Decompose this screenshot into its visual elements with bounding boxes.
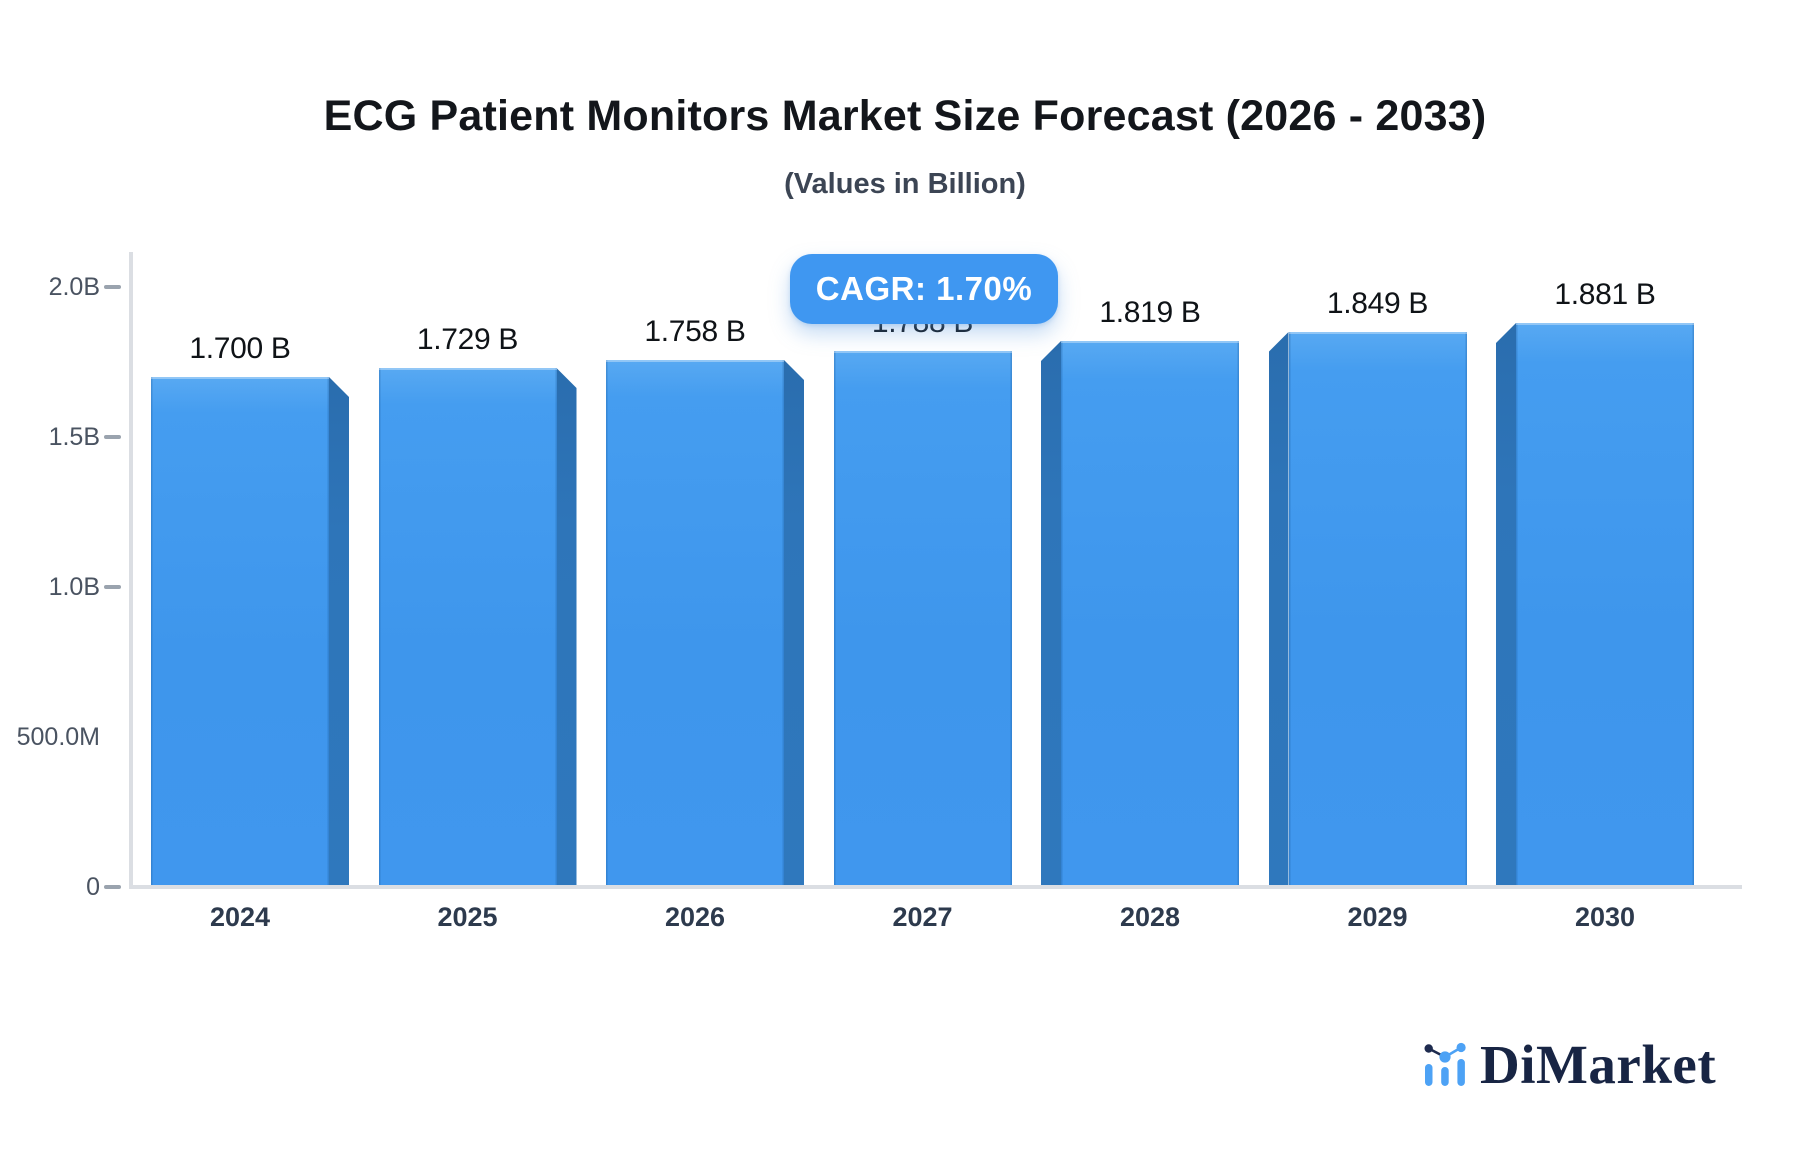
bar-2027[interactable] — [833, 351, 1012, 887]
dimarket-logo-text: DiMarket — [1480, 1034, 1717, 1095]
bar-2025[interactable] — [378, 368, 557, 887]
bar-value-label-2024: 1.700 B — [189, 332, 291, 365]
cagr-badge-label: CAGR: 1.70% — [815, 270, 1033, 307]
bar-value-label-2025: 1.729 B — [416, 323, 519, 356]
x-axis-label-2028: 2028 — [1119, 902, 1181, 932]
x-axis-label-2025: 2025 — [437, 902, 498, 932]
y-tick-dash-2.0B — [104, 285, 121, 289]
bar-side-2029 — [1268, 332, 1289, 887]
y-tick-dash-1.5B — [104, 435, 121, 439]
y-tick-label-1.5B: 1.5B — [48, 423, 100, 451]
y-tick-label-0: 0 — [86, 873, 100, 901]
bar-2028[interactable] — [1061, 341, 1239, 887]
bar-value-label-2029: 1.849 B — [1326, 287, 1429, 320]
y-tick-label-2.0B: 2.0B — [48, 273, 100, 301]
bar-value-label-2026: 1.758 B — [644, 315, 746, 348]
dimarket-logo-icon — [1424, 1042, 1466, 1086]
x-axis-label-2026: 2026 — [664, 902, 726, 932]
bar-side-2024 — [329, 377, 349, 887]
chart-title: ECG Patient Monitors Market Size Forecas… — [323, 92, 1487, 140]
bar-2029[interactable] — [1288, 332, 1467, 887]
y-tick-label-1.0B: 1.0B — [48, 573, 100, 601]
x-axis-label-2027: 2027 — [892, 902, 953, 932]
cagr-badge: CAGR: 1.70% — [790, 254, 1058, 324]
bar-side-2025 — [556, 368, 577, 887]
chart-subtitle: (Values in Billion) — [784, 168, 1026, 200]
x-axis-label-2029: 2029 — [1347, 902, 1408, 932]
x-axis-label-2030: 2030 — [1574, 902, 1636, 932]
bar-value-label-2028: 1.819 B — [1099, 296, 1201, 329]
y-axis-line — [129, 252, 133, 888]
bar-side-2028 — [1041, 341, 1061, 887]
y-tick-dash-1.0B — [104, 585, 121, 589]
bar-2026[interactable] — [606, 360, 784, 887]
y-tick-label-500.0M: 500.0M — [16, 723, 100, 751]
bar-side-2030 — [1496, 323, 1516, 887]
dimarket-logo: DiMarket — [1423, 1034, 1717, 1095]
bar-value-label-2030: 1.881 B — [1554, 278, 1656, 311]
bar-side-2026 — [784, 360, 804, 887]
x-axis-line — [129, 885, 1742, 889]
x-axis-label-2024: 2024 — [209, 902, 271, 932]
bar-2030[interactable] — [1516, 323, 1694, 887]
bar-2024[interactable] — [151, 377, 329, 887]
y-tick-dash-0 — [104, 885, 121, 889]
